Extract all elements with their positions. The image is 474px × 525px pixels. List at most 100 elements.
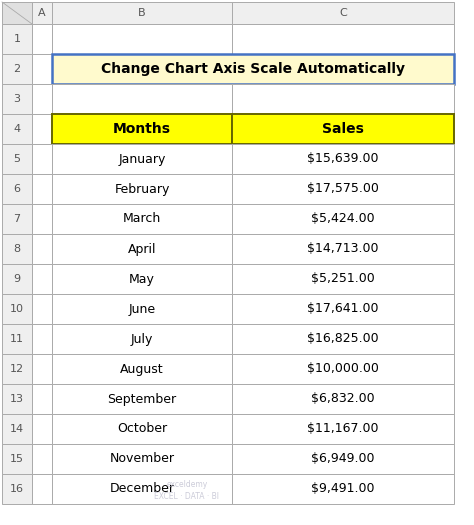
Bar xyxy=(52,324,232,354)
Bar xyxy=(2,294,32,324)
Text: $17,575.00: $17,575.00 xyxy=(307,183,379,195)
Bar xyxy=(232,24,454,54)
Bar xyxy=(2,144,32,174)
Bar xyxy=(2,414,32,444)
Text: $15,639.00: $15,639.00 xyxy=(307,152,379,165)
Bar xyxy=(32,144,52,174)
Text: November: November xyxy=(109,453,174,466)
Text: July: July xyxy=(131,332,153,345)
Bar xyxy=(32,294,52,324)
Text: Sales: Sales xyxy=(322,122,364,136)
Text: 1: 1 xyxy=(13,34,20,44)
Bar xyxy=(52,54,454,84)
Bar xyxy=(232,324,454,354)
Bar xyxy=(232,414,454,444)
Bar xyxy=(232,114,454,144)
Text: June: June xyxy=(128,302,155,316)
Text: Change Chart Axis Scale Automatically: Change Chart Axis Scale Automatically xyxy=(101,62,405,76)
Text: March: March xyxy=(123,213,161,226)
Text: 6: 6 xyxy=(13,184,20,194)
Bar xyxy=(52,294,232,324)
Text: $11,167.00: $11,167.00 xyxy=(307,423,379,436)
Bar xyxy=(52,114,232,144)
Text: January: January xyxy=(118,152,166,165)
Bar xyxy=(232,84,454,114)
Bar xyxy=(2,24,32,54)
Text: $9,491.00: $9,491.00 xyxy=(311,482,375,496)
Bar xyxy=(52,474,232,504)
Bar xyxy=(2,474,32,504)
Text: $10,000.00: $10,000.00 xyxy=(307,362,379,375)
Text: October: October xyxy=(117,423,167,436)
Bar xyxy=(52,234,232,264)
Bar xyxy=(232,204,454,234)
Bar xyxy=(52,174,232,204)
Bar xyxy=(232,474,454,504)
Bar xyxy=(2,84,32,114)
Bar xyxy=(232,144,454,174)
Bar xyxy=(32,444,52,474)
Bar xyxy=(32,114,52,144)
Bar xyxy=(232,294,454,324)
Bar xyxy=(232,264,454,294)
Text: $5,424.00: $5,424.00 xyxy=(311,213,375,226)
Text: B: B xyxy=(138,8,146,18)
Text: 14: 14 xyxy=(10,424,24,434)
Bar xyxy=(32,24,52,54)
Bar xyxy=(32,84,52,114)
Text: February: February xyxy=(114,183,170,195)
Bar xyxy=(52,144,232,174)
Bar xyxy=(232,384,454,414)
Text: April: April xyxy=(128,243,156,256)
Bar xyxy=(232,174,454,204)
Bar xyxy=(2,114,32,144)
Bar xyxy=(32,474,52,504)
Bar xyxy=(52,414,232,444)
Bar xyxy=(2,264,32,294)
Bar xyxy=(52,24,232,54)
Bar xyxy=(2,384,32,414)
Bar xyxy=(232,354,454,384)
Text: 10: 10 xyxy=(10,304,24,314)
Text: 8: 8 xyxy=(13,244,20,254)
Text: $14,713.00: $14,713.00 xyxy=(307,243,379,256)
Bar xyxy=(32,414,52,444)
Text: September: September xyxy=(108,393,176,405)
Text: $16,825.00: $16,825.00 xyxy=(307,332,379,345)
Bar xyxy=(32,174,52,204)
Bar xyxy=(32,354,52,384)
Text: May: May xyxy=(129,272,155,286)
Bar xyxy=(32,204,52,234)
Bar xyxy=(52,2,232,24)
Bar xyxy=(2,324,32,354)
Bar xyxy=(232,444,454,474)
Text: 12: 12 xyxy=(10,364,24,374)
Bar xyxy=(2,204,32,234)
Text: $6,949.00: $6,949.00 xyxy=(311,453,375,466)
Text: A: A xyxy=(38,8,46,18)
Text: 11: 11 xyxy=(10,334,24,344)
Text: exceldemy
EXCEL · DATA · BI: exceldemy EXCEL · DATA · BI xyxy=(155,480,219,501)
Text: 16: 16 xyxy=(10,484,24,494)
Text: December: December xyxy=(109,482,174,496)
Bar xyxy=(32,324,52,354)
Text: C: C xyxy=(339,8,347,18)
Bar xyxy=(52,384,232,414)
Bar xyxy=(32,2,52,24)
Bar xyxy=(52,84,232,114)
Bar xyxy=(52,264,232,294)
Text: 5: 5 xyxy=(13,154,20,164)
Bar xyxy=(52,354,232,384)
Text: 13: 13 xyxy=(10,394,24,404)
Bar xyxy=(32,54,52,84)
Bar xyxy=(232,234,454,264)
Text: 2: 2 xyxy=(13,64,20,74)
Text: 9: 9 xyxy=(13,274,20,284)
Bar xyxy=(2,234,32,264)
Text: $5,251.00: $5,251.00 xyxy=(311,272,375,286)
Text: Months: Months xyxy=(113,122,171,136)
Bar xyxy=(52,204,232,234)
Bar xyxy=(52,444,232,474)
Text: 3: 3 xyxy=(13,94,20,104)
Bar xyxy=(32,234,52,264)
